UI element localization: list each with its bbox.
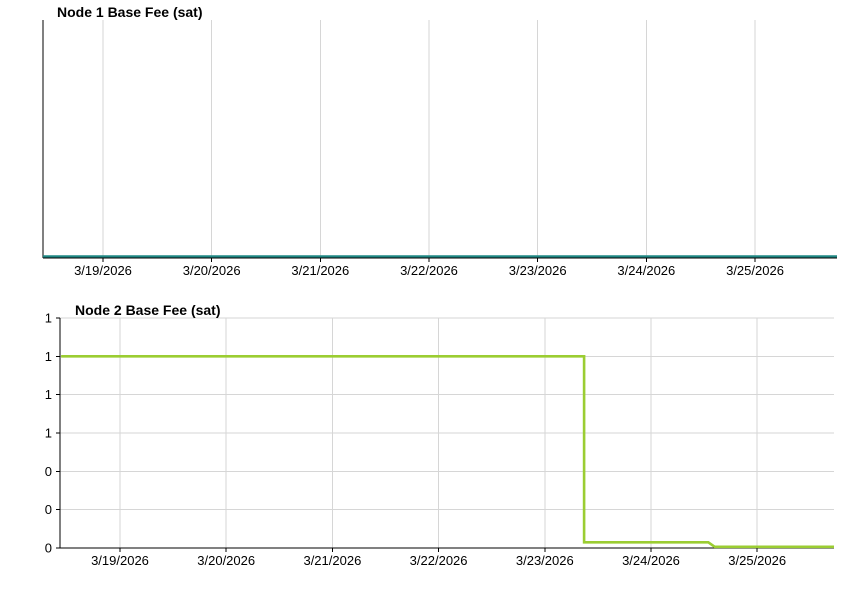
y-tick-label: 0 xyxy=(45,541,52,556)
x-tick-label: 3/19/2026 xyxy=(74,263,132,278)
x-tick-label: 3/22/2026 xyxy=(410,553,468,568)
chart-node1-plot-area: 3/19/2026 3/20/2026 3/21/2026 3/22/2026 3/23… xyxy=(42,20,837,278)
x-tick-label: 3/21/2026 xyxy=(291,263,349,278)
y-tick-label: 1 xyxy=(45,387,52,402)
y-tick-label: 0 xyxy=(45,502,52,517)
y-tick-label: 1 xyxy=(45,349,52,364)
chart-node2-base-fee: Node 2 Base Fee (sat) 3/19/2026 3/20/2026… xyxy=(0,300,860,600)
x-tick-label: 3/25/2026 xyxy=(728,553,786,568)
x-tick-label: 3/19/2026 xyxy=(91,553,149,568)
chart-title-node1: Node 1 Base Fee (sat) xyxy=(57,4,203,20)
x-tick-label: 3/21/2026 xyxy=(303,553,361,568)
x-tick-label: 3/20/2026 xyxy=(183,263,241,278)
chart-title-node2: Node 2 Base Fee (sat) xyxy=(75,302,221,318)
x-tick-label: 3/22/2026 xyxy=(400,263,458,278)
x-tick-label: 3/24/2026 xyxy=(617,263,675,278)
y-tick-label: 1 xyxy=(45,311,52,326)
x-tick-label: 3/24/2026 xyxy=(622,553,680,568)
chart-node1-base-fee: Node 1 Base Fee (sat) 3/19/2026 3/20/2026… xyxy=(42,4,837,278)
series-line xyxy=(61,354,834,549)
x-tick-label: 3/25/2026 xyxy=(726,263,784,278)
x-tick-label: 3/23/2026 xyxy=(516,553,574,568)
y-tick-label: 1 xyxy=(45,426,52,441)
y-tick-label: 0 xyxy=(45,464,52,479)
x-tick-label: 3/20/2026 xyxy=(197,553,255,568)
chart-node2-plot-area: 3/19/2026 3/20/2026 3/21/2026 3/22/2026 3/23… xyxy=(45,311,834,568)
x-tick-label: 3/23/2026 xyxy=(509,263,567,278)
